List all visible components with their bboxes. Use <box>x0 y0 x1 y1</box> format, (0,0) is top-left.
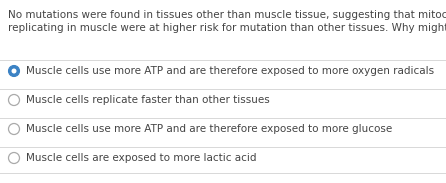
Text: Muscle cells are exposed to more lactic acid: Muscle cells are exposed to more lactic … <box>26 153 256 163</box>
Circle shape <box>8 94 20 106</box>
Circle shape <box>12 68 17 74</box>
Text: replicating in muscle were at higher risk for mutation than other tissues. Why m: replicating in muscle were at higher ris… <box>8 23 446 33</box>
Text: Muscle cells replicate faster than other tissues: Muscle cells replicate faster than other… <box>26 95 270 105</box>
Text: Muscle cells use more ATP and are therefore exposed to more oxygen radicals: Muscle cells use more ATP and are theref… <box>26 66 434 76</box>
Text: Muscle cells use more ATP and are therefore exposed to more glucose: Muscle cells use more ATP and are theref… <box>26 124 392 134</box>
Text: No mutations were found in tissues other than muscle tissue, suggesting that mit: No mutations were found in tissues other… <box>8 10 446 20</box>
Circle shape <box>8 66 20 76</box>
Circle shape <box>8 124 20 135</box>
Circle shape <box>8 152 20 163</box>
